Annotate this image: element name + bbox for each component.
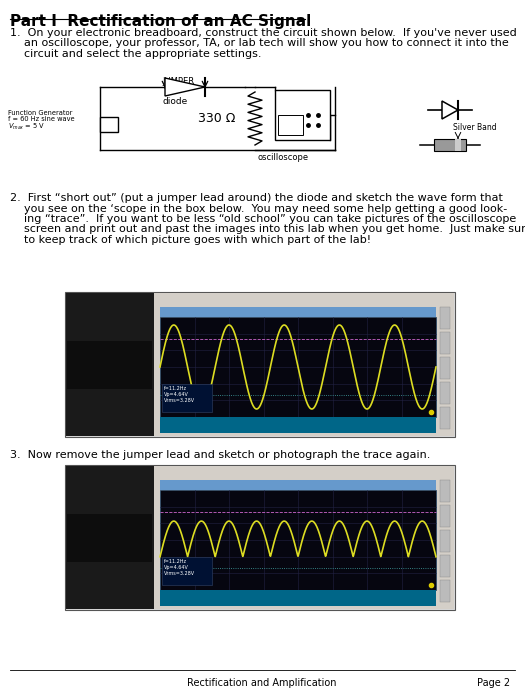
Bar bbox=[160, 317, 436, 417]
Bar bbox=[67, 341, 152, 389]
Bar bbox=[434, 139, 466, 151]
Text: 1.  On your electronic breadboard, construct the circuit shown below.  If you've: 1. On your electronic breadboard, constr… bbox=[10, 28, 517, 38]
Text: an oscilloscope, your professor, TA, or lab tech will show you how to connect it: an oscilloscope, your professor, TA, or … bbox=[10, 39, 509, 48]
Text: 3.  Now remove the jumper lead and sketch or photograph the trace again.: 3. Now remove the jumper lead and sketch… bbox=[10, 450, 430, 460]
Text: Function Generator: Function Generator bbox=[8, 110, 72, 116]
Text: Part I  Rectification of an AC Signal: Part I Rectification of an AC Signal bbox=[10, 14, 311, 29]
Bar bbox=[154, 466, 454, 609]
Polygon shape bbox=[165, 78, 205, 96]
Text: screen and print out and past the images into this lab when you get home.  Just : screen and print out and past the images… bbox=[10, 224, 525, 235]
Text: Page 2: Page 2 bbox=[477, 678, 510, 688]
Bar bbox=[440, 332, 450, 354]
Bar bbox=[278, 115, 303, 135]
Bar bbox=[154, 293, 454, 436]
Bar bbox=[440, 480, 450, 502]
Text: oscilloscope: oscilloscope bbox=[257, 153, 309, 162]
Text: Silver Band: Silver Band bbox=[453, 123, 497, 132]
Bar bbox=[440, 580, 450, 602]
Text: you see on the ‘scope in the box below.  You may need some help getting a good l: you see on the ‘scope in the box below. … bbox=[10, 204, 507, 213]
Bar bbox=[160, 307, 436, 317]
Text: $V_{max}$ = 5 V: $V_{max}$ = 5 V bbox=[8, 122, 45, 132]
Bar bbox=[160, 417, 436, 433]
Bar bbox=[440, 382, 450, 404]
Text: f = 60 Hz sine wave: f = 60 Hz sine wave bbox=[8, 116, 75, 122]
Text: ing “trace”.  If you want to be less “old school” you can take pictures of the o: ing “trace”. If you want to be less “old… bbox=[10, 214, 516, 224]
Bar bbox=[65, 292, 455, 437]
Text: f=11.2Hz
Vp=4.64V
Vrms=3.28V: f=11.2Hz Vp=4.64V Vrms=3.28V bbox=[164, 559, 195, 575]
Bar bbox=[160, 590, 436, 606]
Bar bbox=[160, 480, 436, 490]
Bar bbox=[440, 357, 450, 379]
Bar bbox=[160, 490, 436, 590]
Bar bbox=[275, 90, 330, 140]
Bar bbox=[440, 407, 450, 429]
Bar bbox=[66, 466, 155, 609]
Text: to keep track of which picture goes with which part of the lab!: to keep track of which picture goes with… bbox=[10, 235, 371, 245]
Bar bbox=[66, 293, 155, 436]
Bar bbox=[67, 514, 152, 562]
Bar bbox=[100, 117, 118, 132]
Polygon shape bbox=[442, 101, 458, 119]
Text: f=11.2Hz
Vp=4.64V
Vrms=3.28V: f=11.2Hz Vp=4.64V Vrms=3.28V bbox=[164, 386, 195, 402]
Bar bbox=[455, 139, 461, 151]
Text: Rectification and Amplification: Rectification and Amplification bbox=[187, 678, 337, 688]
Text: JUMPER: JUMPER bbox=[162, 77, 194, 86]
Bar bbox=[162, 384, 212, 412]
Bar bbox=[65, 465, 455, 610]
Bar bbox=[440, 555, 450, 577]
Bar bbox=[440, 505, 450, 527]
Bar bbox=[440, 307, 450, 329]
Bar bbox=[162, 557, 212, 585]
Text: 330 Ω: 330 Ω bbox=[197, 112, 235, 125]
Text: circuit and select the appropriate settings.: circuit and select the appropriate setti… bbox=[10, 49, 261, 59]
Bar bbox=[440, 530, 450, 552]
Text: diode: diode bbox=[162, 97, 187, 106]
Text: 2.  First “short out” (put a jumper lead around) the diode and sketch the wave f: 2. First “short out” (put a jumper lead … bbox=[10, 193, 503, 203]
